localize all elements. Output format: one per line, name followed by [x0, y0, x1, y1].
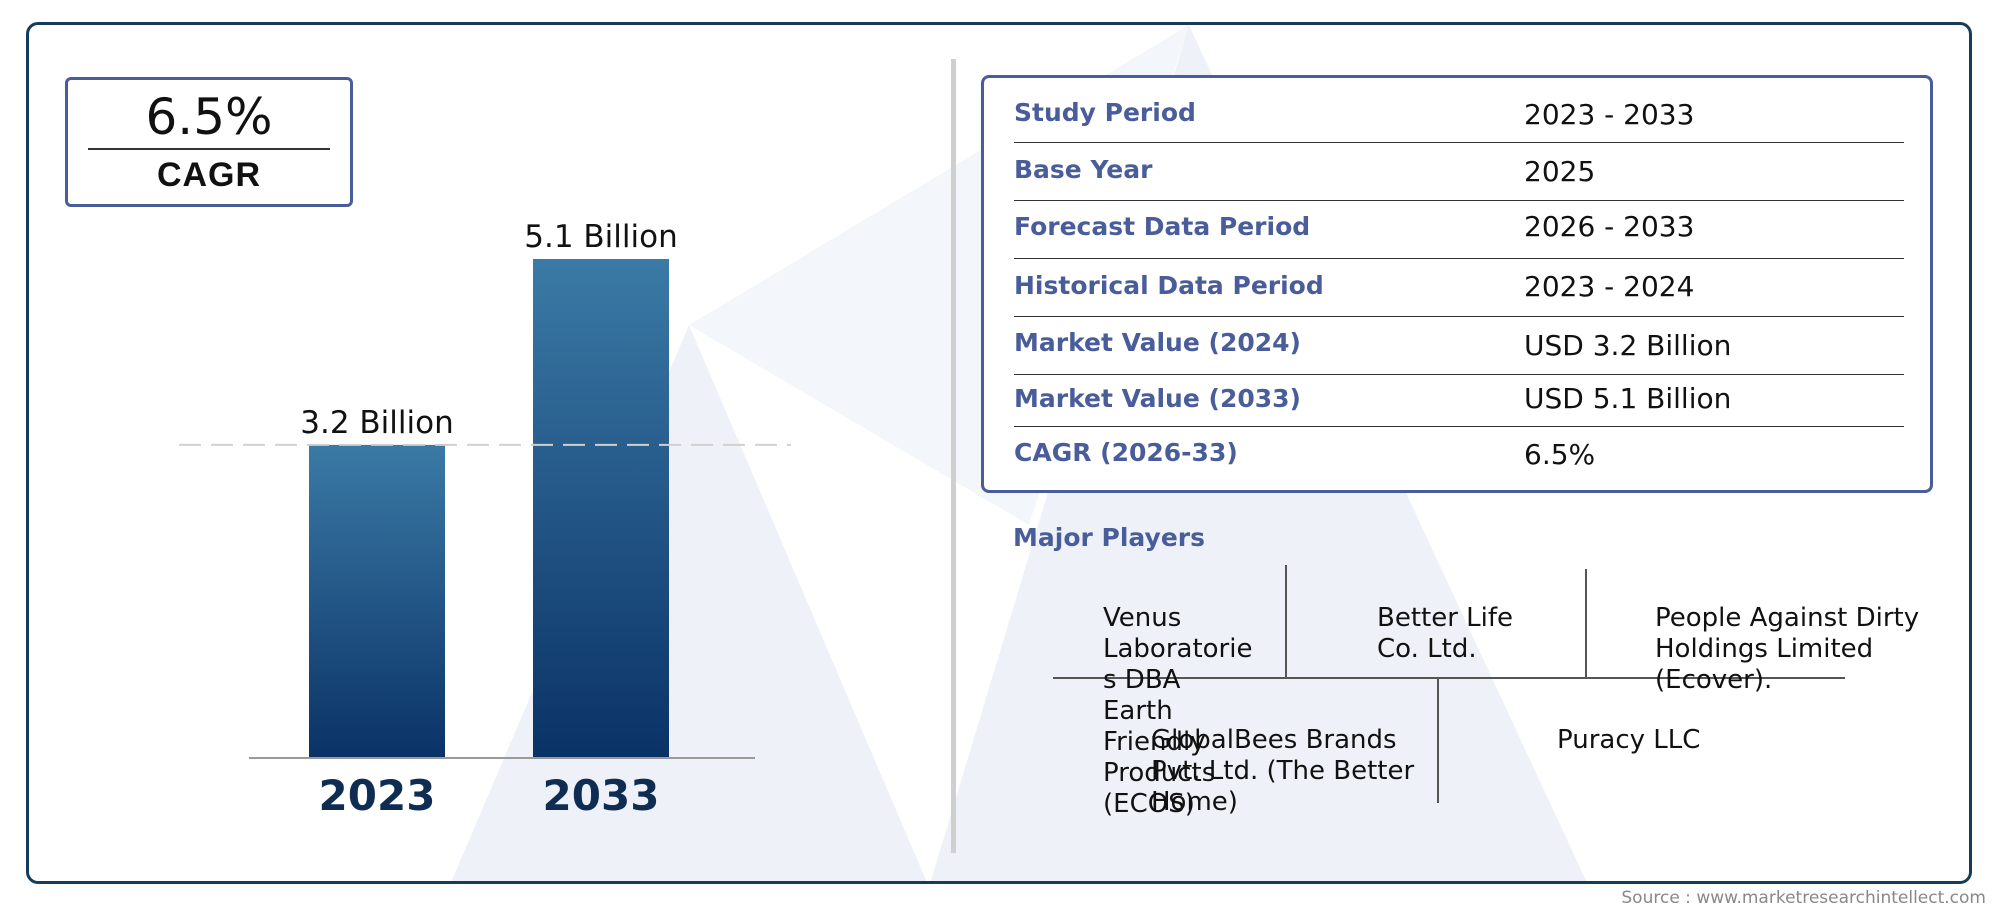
cagr-value: 6.5% — [145, 88, 273, 146]
player-name: People Against Dirty Holdings Limited (E… — [1655, 603, 1920, 695]
bar-chart: 3.2 Billion 2023 5.1 Billion 2033 — [179, 219, 791, 820]
row-value: USD 3.2 Billion — [1524, 329, 1732, 362]
major-players-title: Major Players — [1013, 523, 1205, 552]
row-label: Market Value (2033) — [1014, 384, 1301, 413]
table-row: Study Period 2023 - 2033 — [1014, 86, 1904, 143]
player-name: Puracy LLC — [1557, 725, 1701, 755]
row-label: Market Value (2024) — [1014, 328, 1301, 357]
bar-2033 — [533, 259, 669, 758]
player-name: GlobalBees Brands Pvt. Ltd. (The Better … — [1151, 725, 1415, 817]
data-label-2033: 5.1 Billion — [524, 219, 678, 255]
player-name: Better Life Co. Ltd. — [1377, 603, 1514, 664]
row-value: 2025 — [1524, 155, 1596, 188]
vertical-divider — [951, 59, 956, 853]
player-divider — [1585, 569, 1587, 677]
table-row: Historical Data Period 2023 - 2024 — [1014, 258, 1904, 317]
x-tick-2023: 2023 — [319, 771, 436, 820]
row-value: 2026 - 2033 — [1524, 210, 1695, 243]
player-name: Venus Laboratorie s DBA Earth Friendly P… — [1103, 603, 1253, 819]
table-row: Market Value (2033) USD 5.1 Billion — [1014, 374, 1904, 427]
cagr-label: CAGR — [156, 156, 262, 194]
table-row: Forecast Data Period 2026 - 2033 — [1014, 200, 1904, 259]
row-label: CAGR (2026-33) — [1014, 438, 1238, 467]
player-divider — [1285, 565, 1287, 677]
row-value: USD 5.1 Billion — [1524, 382, 1732, 415]
player-divider — [1053, 677, 1845, 679]
row-label: Historical Data Period — [1014, 271, 1324, 300]
row-value: 2023 - 2033 — [1524, 98, 1695, 131]
table-row: Market Value (2024) USD 3.2 Billion — [1014, 316, 1904, 375]
player-divider — [1437, 677, 1439, 803]
cagr-box: 6.5% CAGR — [65, 77, 353, 207]
table-row: CAGR (2026-33) 6.5% — [1014, 426, 1904, 484]
report-card: 6.5% CAGR 3.2 Billion 2023 5.1 Billion 2033… — [26, 22, 1972, 884]
row-value: 6.5% — [1524, 438, 1596, 471]
row-value: 2023 - 2024 — [1524, 270, 1695, 303]
row-label: Study Period — [1014, 98, 1196, 127]
table-row: Base Year 2025 — [1014, 142, 1904, 201]
source-credit: Source : www.marketresearchintellect.com — [1621, 888, 1986, 908]
row-label: Forecast Data Period — [1014, 212, 1311, 241]
bar-2023 — [309, 444, 445, 758]
market-info-table: Study Period 2023 - 2033 Base Year 2025 … — [981, 75, 1933, 493]
x-tick-2033: 2033 — [543, 771, 660, 820]
row-label: Base Year — [1014, 155, 1153, 184]
cagr-divider — [88, 148, 330, 150]
data-label-2023: 3.2 Billion — [300, 405, 454, 441]
